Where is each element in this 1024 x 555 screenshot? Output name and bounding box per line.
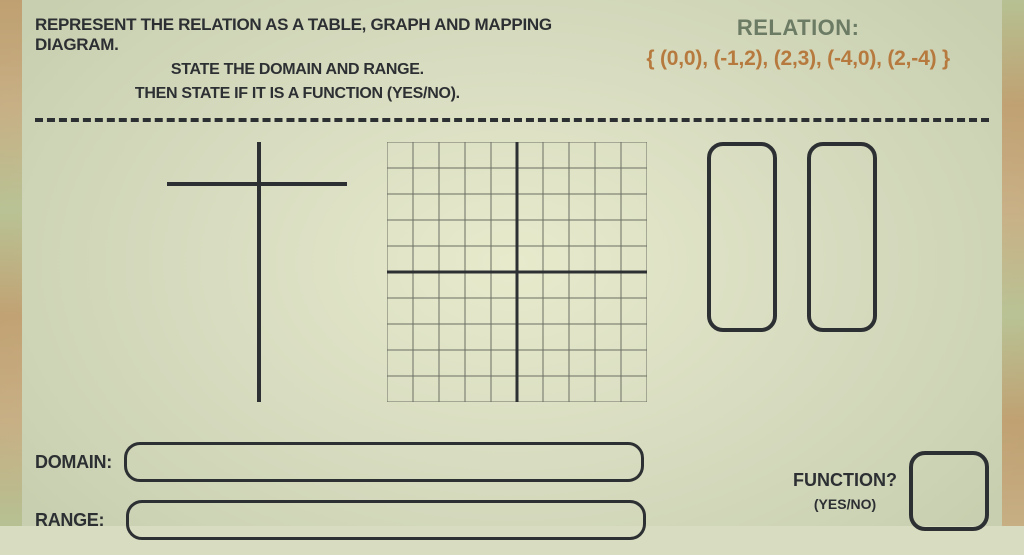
instruction-line-3: THEN STATE IF IT IS A FUNCTION (YES/NO). xyxy=(35,85,560,103)
answers-row: DOMAIN: RANGE: FUNCTION? (YES/NO) xyxy=(35,432,989,540)
grid-svg xyxy=(387,142,647,402)
graph-grid xyxy=(387,142,647,402)
function-text: FUNCTION? (YES/NO) xyxy=(793,470,897,512)
work-area xyxy=(35,132,989,432)
instruction-line-2: STATE THE DOMAIN AND RANGE. xyxy=(35,61,560,79)
instruction-line-1: REPRESENT THE RELATION AS A TABLE, GRAPH… xyxy=(35,15,560,55)
relation-set: { (0,0), (-1,2), (2,3), (-4,0), (2,-4) } xyxy=(607,47,989,71)
mapping-range-box xyxy=(807,142,877,332)
function-col: FUNCTION? (YES/NO) xyxy=(793,451,989,531)
relation-block: RELATION: { (0,0), (-1,2), (2,3), (-4,0)… xyxy=(607,15,989,103)
mapping-diagram xyxy=(707,142,877,332)
range-row: RANGE: xyxy=(35,500,646,540)
function-label: FUNCTION? xyxy=(793,470,897,491)
domain-row: DOMAIN: xyxy=(35,442,646,482)
range-answer-box[interactable] xyxy=(126,500,646,540)
header: REPRESENT THE RELATION AS A TABLE, GRAPH… xyxy=(35,15,989,118)
relation-label: RELATION: xyxy=(607,15,989,41)
instructions: REPRESENT THE RELATION AS A TABLE, GRAPH… xyxy=(35,15,560,103)
function-answer-box[interactable] xyxy=(909,451,989,531)
range-label: RANGE: xyxy=(35,510,104,531)
domain-range-col: DOMAIN: RANGE: xyxy=(35,442,646,540)
function-sub: (YES/NO) xyxy=(793,496,897,512)
table-template xyxy=(147,142,347,402)
table-horizontal-line xyxy=(167,182,347,186)
domain-label: DOMAIN: xyxy=(35,452,112,473)
divider-dashed xyxy=(35,118,989,122)
mapping-domain-box xyxy=(707,142,777,332)
table-vertical-line xyxy=(257,142,261,402)
worksheet-content: REPRESENT THE RELATION AS A TABLE, GRAPH… xyxy=(0,0,1024,555)
domain-answer-box[interactable] xyxy=(124,442,644,482)
